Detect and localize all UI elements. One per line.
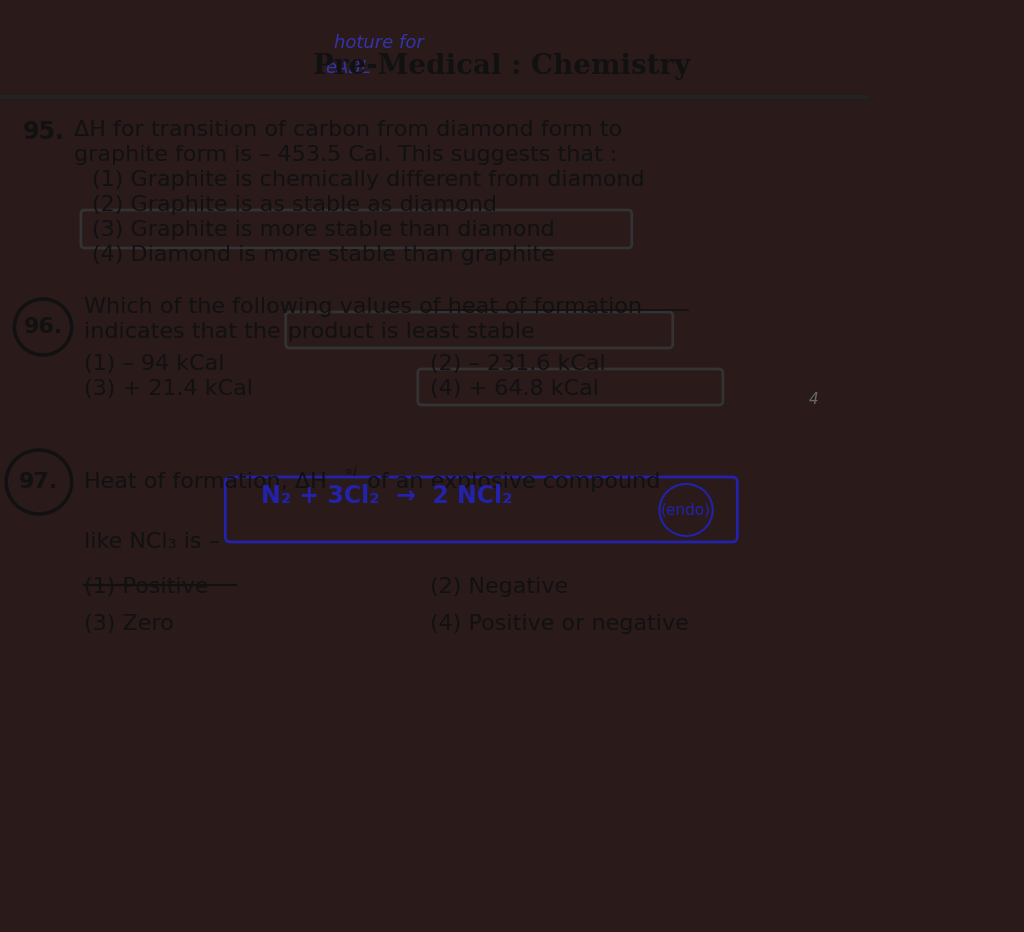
Text: (4) + 64.8 kCal: (4) + 64.8 kCal (430, 379, 599, 399)
Text: Which of the following values of heat of formation: Which of the following values of heat of… (84, 297, 642, 317)
Text: like NCl₃ is –: like NCl₃ is – (84, 532, 220, 552)
Text: (2) – 231.6 kCal: (2) – 231.6 kCal (430, 354, 606, 374)
Text: eABL: eABL (326, 59, 371, 77)
Text: (1) – 94 kCal: (1) – 94 kCal (84, 354, 224, 374)
Text: indicates that the product is least stable: indicates that the product is least stab… (84, 322, 535, 342)
Text: (4) Diamond is more stable than graphite: (4) Diamond is more stable than graphite (92, 245, 555, 265)
Text: (4) Positive or negative: (4) Positive or negative (430, 614, 689, 634)
Text: ΔH for transition of carbon from diamond form to: ΔH for transition of carbon from diamond… (74, 120, 622, 140)
Text: Pre-Medical : Chemistry: Pre-Medical : Chemistry (313, 53, 690, 80)
Text: (3) Zero: (3) Zero (84, 614, 174, 634)
Text: Heat of formation, ΔH: Heat of formation, ΔH (84, 472, 327, 492)
Text: (3) + 21.4 kCal: (3) + 21.4 kCal (84, 379, 253, 399)
Text: (2) Graphite is as stable as diamond: (2) Graphite is as stable as diamond (92, 195, 498, 215)
Text: i: i (352, 465, 356, 479)
Text: (1) Positive: (1) Positive (84, 577, 208, 597)
Text: °: ° (344, 469, 352, 484)
Text: 97.: 97. (19, 472, 58, 492)
Text: (2) Negative: (2) Negative (430, 577, 568, 597)
Text: (endo): (endo) (662, 502, 711, 517)
Text: N₂ + 3Cl₂  →  2 NCl₂: N₂ + 3Cl₂ → 2 NCl₂ (261, 484, 513, 508)
Text: (1) Graphite is chemically different from diamond: (1) Graphite is chemically different fro… (92, 170, 645, 190)
Text: 4: 4 (809, 392, 819, 407)
Text: 96.: 96. (24, 317, 62, 337)
Text: hoture for: hoture for (334, 34, 424, 52)
Text: graphite form is – 453.5 Cal. This suggests that :: graphite form is – 453.5 Cal. This sugge… (74, 145, 617, 165)
Text: of an explosive compound: of an explosive compound (360, 472, 660, 492)
Text: (3) Graphite is more stable than diamond: (3) Graphite is more stable than diamond (92, 220, 555, 240)
Text: 95.: 95. (23, 120, 65, 144)
